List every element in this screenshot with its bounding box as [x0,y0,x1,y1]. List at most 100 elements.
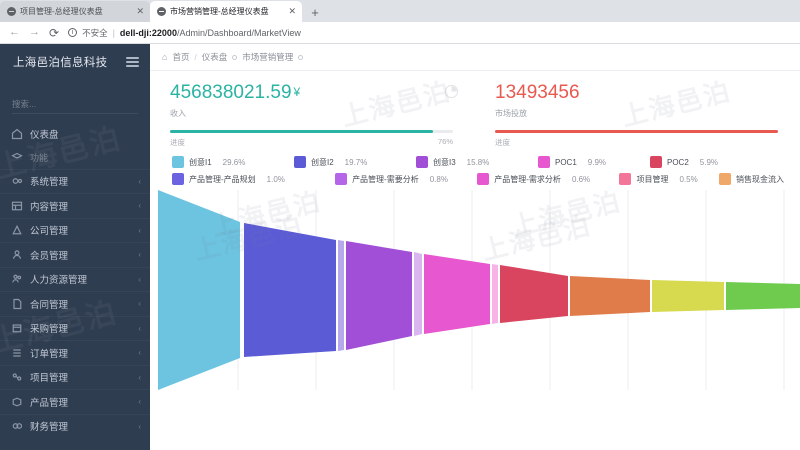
legend-item-1[interactable]: 创意I2 19.7% [294,156,416,168]
legend-swatch-icon [172,173,184,185]
kpi-number: 13493456 [495,82,580,103]
funnel-segment-0 [158,190,240,390]
tab-favicon-icon [7,7,16,16]
legend-item-4[interactable]: POC2 5.9% [650,156,718,168]
legend-label: 销售现金流入 [736,174,785,184]
main-content: ⌂ 首页 / 仪表盘 市场营销管理 456838021.59 ¥ 收入 进度 76… [150,44,800,450]
legend-item-5[interactable]: 产品管理-产品规划 1.0% [172,173,335,185]
kpi-label: 市场投放 [495,109,527,118]
search-input[interactable] [12,97,138,114]
sidebar-item-system[interactable]: 系统管理 ‹ [0,168,150,194]
sidebar-item-purchase[interactable]: 采购管理 ‹ [0,315,150,341]
address-bar[interactable]: i 不安全 | dell-dji:22000/Admin/Dashboard/M… [68,27,791,39]
brand-title: 上海邑泊信息科技 [13,57,108,69]
sidebar-item-label: 项目管理 [30,373,69,385]
hamburger-icon[interactable] [126,55,139,70]
legend-row-2: 产品管理-产品规划 1.0% 产品管理-需要分析 0.8% 产品管理-需求分析 … [172,173,784,185]
chevron-icon: ‹ [138,176,141,186]
breadcrumb-item-dashboard[interactable]: 仪表盘 [201,52,228,62]
legend-swatch-icon [294,156,306,168]
chevron-icon: ‹ [138,372,141,382]
chevron-icon: ‹ [138,274,141,284]
breadcrumb-item-market[interactable]: 市场营销管理 [242,52,294,62]
legend-label: 项目管理 [636,174,669,184]
sidebar-item-content[interactable]: 内容管理 ‹ [0,193,150,218]
legend-item-8[interactable]: 项目管理 0.5% [619,173,719,185]
sidebar-item-contract[interactable]: 合同管理 ‹ [0,291,150,316]
legend-item-7[interactable]: 产品管理-需求分析 0.6% [477,173,619,185]
funnel-segment-divider-1 [338,240,344,351]
sidebar-item-member[interactable]: 会员管理 ‹ [0,242,150,267]
kpi-progress-bar [495,130,778,133]
legend-swatch-icon [416,156,428,168]
legend-item-2[interactable]: 创意I3 15.8% [416,156,538,168]
omnibox-separator: | [112,27,115,38]
kpi-card-income: 456838021.59 ¥ 收入 进度 76% [150,80,475,148]
sidebar-item-label: 合同管理 [30,299,69,311]
sidebar-item-label: 会员管理 [30,250,69,262]
funnel-segment-6 [652,280,724,312]
legend-label: 产品管理-产品规划 [189,174,256,184]
browser-tab-2[interactable]: 市场营销管理-总经理仪表盘 ✕ [150,1,302,22]
chart-legend: 创意I1 29.6% 创意I2 19.7% 创意I3 15.8% [150,148,800,185]
forward-icon[interactable]: → [29,26,40,38]
sidebar-item-product[interactable]: 产品管理 ‹ [0,389,150,414]
kpi-value: 13493456 [495,80,778,105]
chevron-icon: ‹ [138,201,141,211]
sidebar-item-project[interactable]: 项目管理 ‹ [0,364,150,390]
kpi-progress-footer: 进度 76% [170,137,453,148]
browser-tab-1[interactable]: 项目管理-总经理仪表盘 ✕ [0,1,150,22]
breadcrumb-item-home[interactable]: 首页 [172,52,190,62]
legend-value: 0.8% [429,174,448,184]
tab-close-icon[interactable]: ✕ [136,6,144,16]
legend-value: 0.6% [571,174,591,184]
legend-item-9[interactable]: 销售现金流入 [719,173,784,185]
back-icon[interactable]: ← [9,26,20,38]
new-tab-button[interactable]: + [311,4,319,20]
home-icon[interactable]: ⌂ [162,52,168,62]
sidebar-search[interactable] [0,80,150,122]
reload-icon[interactable]: ⟳ [49,25,60,40]
funnel-segment-1 [244,223,336,357]
legend-value: 29.6% [222,157,246,167]
tab-close-icon[interactable]: ✕ [288,6,296,16]
list-icon [11,347,23,359]
legend-item-3[interactable]: POC1 9.9% [538,156,650,168]
funnel-segment-4 [500,265,568,323]
kpi-value: 456838021.59 ¥ [170,80,453,105]
legend-value: 19.7% [344,157,368,167]
legend-value: 5.9% [699,157,719,167]
kpi-row: 456838021.59 ¥ 收入 进度 76% 13493456 市场投放 [150,71,800,148]
sidebar-item-order[interactable]: 订单管理 ‹ [0,340,150,365]
sidebar-item-label: 产品管理 [30,397,69,409]
kpi-label: 收入 [170,109,186,118]
kpi-progress-pct: 76% [437,137,453,146]
funnel-segment-7 [726,282,800,310]
kpi-currency: ¥ [293,85,301,99]
funnel-chart[interactable]: 上海邑泊 上海邑泊 [150,190,800,390]
sidebar-header: 上海邑泊信息科技 [0,44,150,80]
legend-swatch-icon [650,156,662,168]
funnel-segment-2 [346,241,412,350]
sidebar-item-label: 人力资源管理 [30,275,88,287]
section-label-text: 功能 [30,153,49,163]
legend-swatch-icon [538,156,550,168]
browser-toolbar: ← → ⟳ i 不安全 | dell-dji:22000/Admin/Dashb… [0,22,800,44]
sidebar-item-dashboard[interactable]: 仪表盘 [0,122,150,147]
breadcrumb: ⌂ 首页 / 仪表盘 市场营销管理 [150,44,800,71]
security-status-label: 不安全 [82,27,108,38]
legend-item-0[interactable]: 创意I1 29.6% [172,156,294,168]
app-body: 上海邑泊信息科技 仪表盘 功能 [0,44,800,450]
site-info-icon[interactable]: i [68,28,78,37]
tab-title: 市场营销管理-总经理仪表盘 [170,7,269,16]
sidebar-item-hr[interactable]: 人力资源管理 ‹ [0,266,150,292]
sidebar-section-label: 功能 [0,147,150,169]
sidebar-item-finance[interactable]: 财务管理 ‹ [0,413,150,439]
coin-icon [11,420,23,432]
chevron-icon: ‹ [138,250,141,260]
sidebar-item-company[interactable]: 公司管理 ‹ [0,217,150,243]
legend-label: 创意I2 [311,157,334,167]
sidebar-item-label: 仪表盘 [30,130,59,142]
legend-item-6[interactable]: 产品管理-需要分析 0.8% [335,173,477,185]
kpi-progress-label: 进度 [495,138,510,147]
